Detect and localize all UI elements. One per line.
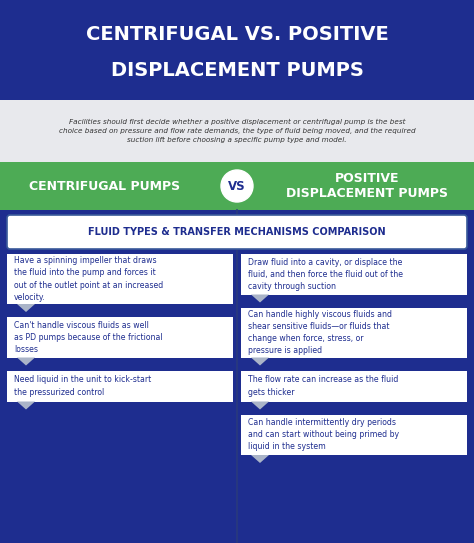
Polygon shape bbox=[251, 294, 269, 302]
FancyBboxPatch shape bbox=[0, 162, 474, 210]
FancyBboxPatch shape bbox=[0, 0, 474, 100]
Text: POSITIVE
DISPLACEMENT PUMPS: POSITIVE DISPLACEMENT PUMPS bbox=[286, 172, 448, 200]
Text: The flow rate can increase as the fluid
gets thicker: The flow rate can increase as the fluid … bbox=[248, 375, 398, 396]
Polygon shape bbox=[17, 304, 35, 312]
Text: VS: VS bbox=[228, 180, 246, 193]
Text: CENTRIFUGAL VS. POSITIVE: CENTRIFUGAL VS. POSITIVE bbox=[86, 26, 388, 45]
Text: FLUID TYPES & TRANSFER MECHANISMS COMPARISON: FLUID TYPES & TRANSFER MECHANISMS COMPAR… bbox=[88, 227, 386, 237]
Text: Have a spinning impeller that draws
the fluid into the pump and forces it
out of: Have a spinning impeller that draws the … bbox=[14, 256, 163, 302]
FancyBboxPatch shape bbox=[241, 370, 467, 401]
FancyBboxPatch shape bbox=[241, 254, 467, 294]
FancyBboxPatch shape bbox=[241, 414, 467, 455]
FancyBboxPatch shape bbox=[7, 370, 233, 401]
FancyBboxPatch shape bbox=[7, 215, 467, 249]
Text: Can handle intermittently dry periods
and can start without being primed by
liqu: Can handle intermittently dry periods an… bbox=[248, 418, 399, 451]
Polygon shape bbox=[17, 401, 35, 409]
Text: Can't handle viscous fluids as well
as PD pumps because of the frictional
losses: Can't handle viscous fluids as well as P… bbox=[14, 320, 163, 354]
Polygon shape bbox=[251, 401, 269, 409]
Polygon shape bbox=[251, 455, 269, 463]
Text: Draw fluid into a cavity, or displace the
fluid, and then force the fluid out of: Draw fluid into a cavity, or displace th… bbox=[248, 257, 403, 291]
FancyBboxPatch shape bbox=[0, 100, 474, 162]
Text: Need liquid in the unit to kick-start
the pressurized control: Need liquid in the unit to kick-start th… bbox=[14, 375, 151, 396]
FancyBboxPatch shape bbox=[241, 307, 467, 357]
Polygon shape bbox=[17, 357, 35, 365]
Circle shape bbox=[221, 170, 253, 202]
Text: CENTRIFUGAL PUMPS: CENTRIFUGAL PUMPS bbox=[29, 180, 180, 193]
Text: DISPLACEMENT PUMPS: DISPLACEMENT PUMPS bbox=[110, 60, 364, 79]
FancyBboxPatch shape bbox=[7, 317, 233, 357]
Polygon shape bbox=[251, 357, 269, 365]
FancyBboxPatch shape bbox=[7, 254, 233, 304]
Text: Facilities should first decide whether a positive displacement or centrifugal pu: Facilities should first decide whether a… bbox=[59, 119, 415, 143]
Text: Can handle highly viscous fluids and
shear sensitive fluids—or fluids that
chang: Can handle highly viscous fluids and she… bbox=[248, 310, 392, 355]
